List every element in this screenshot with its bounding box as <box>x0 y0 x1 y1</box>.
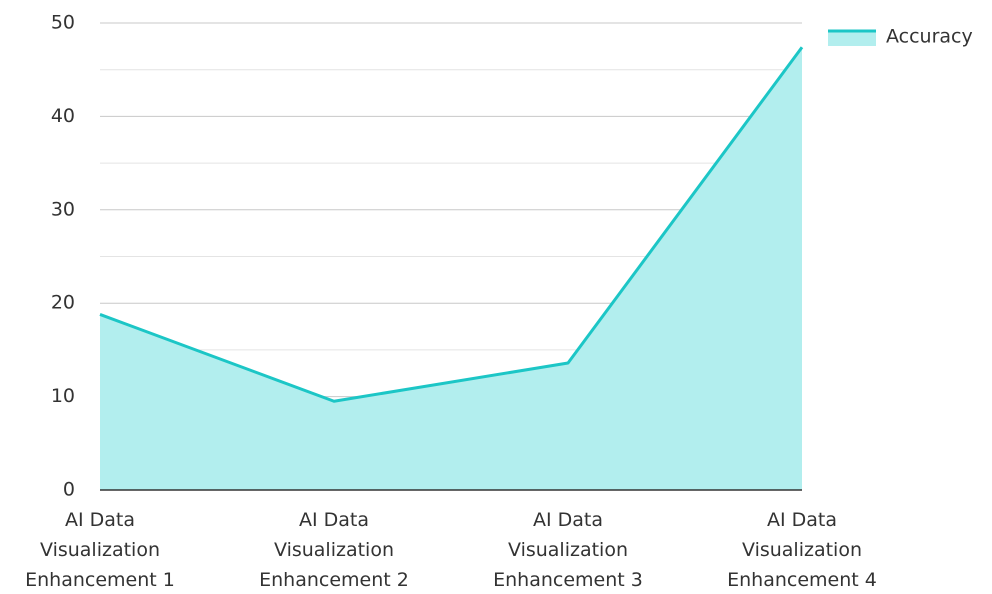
x-tick-label: AI Data Visualization Enhancement 1 <box>25 509 175 591</box>
line <box>99 46 804 403</box>
x-tick-label: AI Data Visualization Enhancement 4 <box>727 509 877 591</box>
y-tick-label: 0 <box>63 479 75 501</box>
x-tick-label: AI Data Visualization Enhancement 3 <box>493 509 643 591</box>
legend-swatch <box>828 30 876 46</box>
y-tick-label: 10 <box>51 385 75 407</box>
area <box>100 47 802 491</box>
y-tick-label: 30 <box>51 198 75 220</box>
y-tick-label: 40 <box>51 105 75 127</box>
y-tick-label: 20 <box>51 292 75 314</box>
legend-label: Accuracy <box>886 26 973 48</box>
y-tick-label: 50 <box>51 12 75 34</box>
x-tick-label: AI Data Visualization Enhancement 2 <box>259 509 409 591</box>
